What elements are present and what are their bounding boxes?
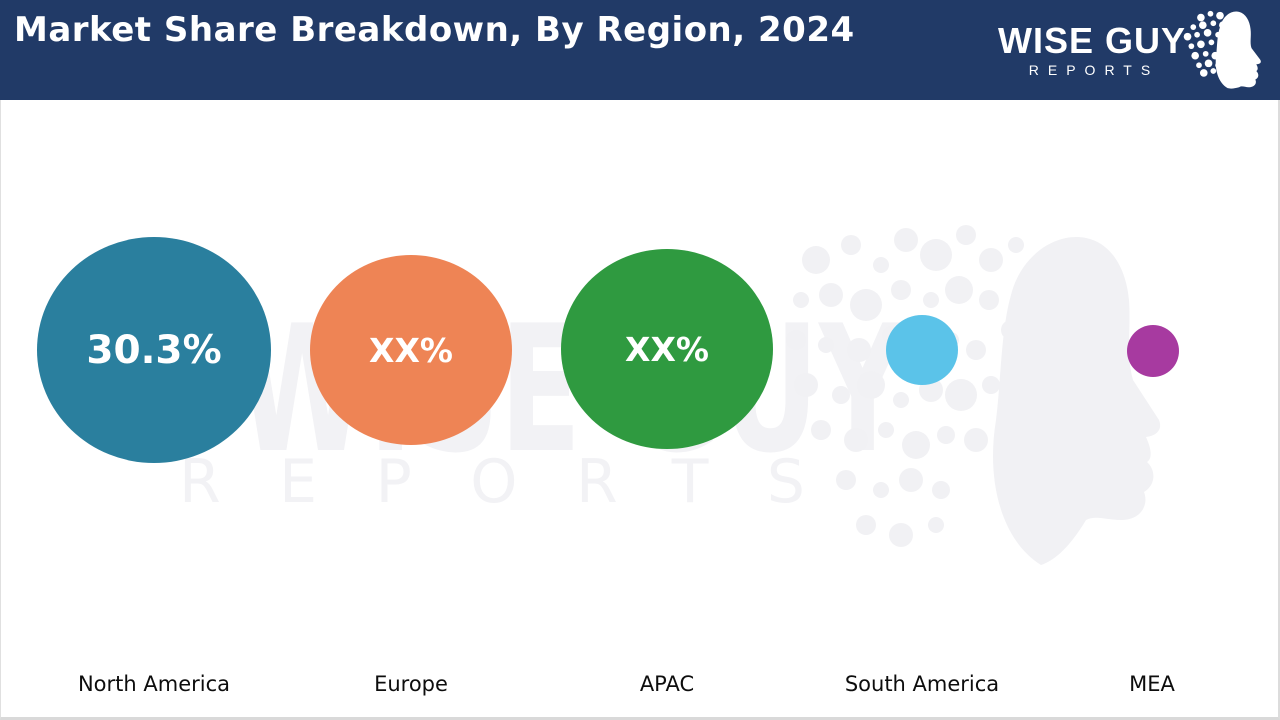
category-label-europe: Europe: [374, 672, 448, 696]
bubble-value-label: XX%: [625, 329, 709, 369]
bubble-europe: XX%: [310, 255, 512, 445]
bubble-mea: [1127, 325, 1179, 377]
bubble-apac: XX%: [561, 249, 773, 449]
logo-tagline: REPORTS: [1028, 61, 1160, 78]
wiseguy-face-icon: [1183, 10, 1261, 89]
page-title: Market Share Breakdown, By Region, 2024: [14, 10, 855, 50]
category-label-north-america: North America: [77, 672, 231, 696]
category-label-mea: MEA: [1129, 672, 1175, 696]
wiseguy-logo: WISE GUY REPORTS: [998, 0, 1280, 92]
chart-area: WISE GUY REPORTS 30.3%: [0, 100, 1280, 720]
logo-text: WISE GUY REPORTS: [998, 22, 1186, 78]
bubble-value-label: XX%: [369, 330, 453, 370]
watermark-face-icon: [786, 225, 1161, 565]
bubble-north-america: 30.3%: [37, 237, 271, 463]
bubble-value-label: 30.3%: [86, 327, 222, 373]
category-label-south-america: South America: [844, 672, 1000, 696]
header-bar: Market Share Breakdown, By Region, 2024 …: [0, 0, 1280, 100]
category-label-apac: APAC: [639, 672, 695, 696]
watermark-tagline: REPORTS: [179, 447, 859, 517]
bubble-south-america: [886, 315, 958, 385]
logo-name: WISE GUY: [997, 20, 1186, 62]
